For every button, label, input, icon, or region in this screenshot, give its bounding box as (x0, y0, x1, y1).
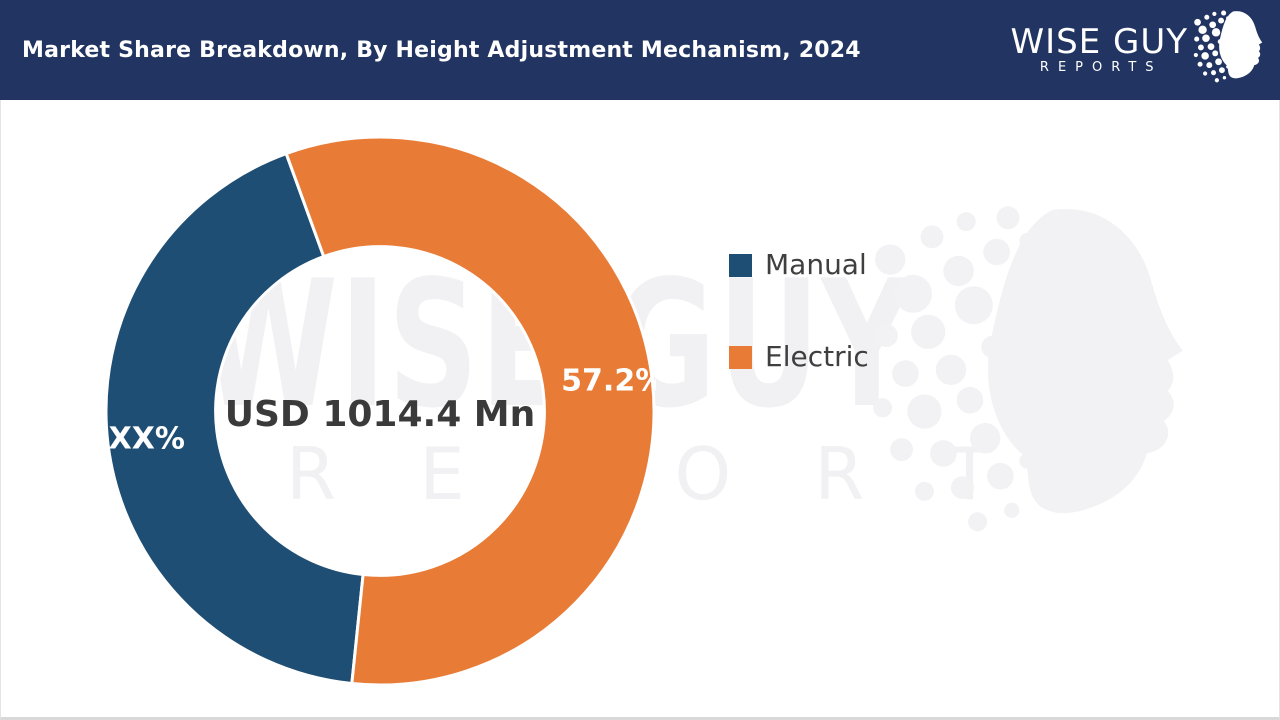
header-bar: Market Share Breakdown, By Height Adjust… (0, 0, 1280, 100)
slice-value-manual: XX% (109, 421, 185, 456)
donut-slice-electric (284, 135, 656, 687)
logo-subtitle: REPORTS (1039, 60, 1163, 76)
wise-guy-logo: WISE GUY REPORTS (1010, 6, 1274, 94)
logo-wordmark: WISE GUY (1010, 21, 1188, 62)
watermark-face-icon (856, 195, 1236, 575)
wise-guy-face-icon (1190, 8, 1274, 92)
donut-slices (104, 135, 656, 687)
legend-label-manual: Manual (765, 248, 867, 281)
chart-legend: Manual Electric (729, 251, 869, 435)
chart-canvas: WISE GUY R E P O R T S XX% 57.2% USD 1014… (0, 100, 1280, 720)
legend-item-electric: Electric (729, 343, 869, 371)
legend-item-manual: Manual (729, 251, 869, 279)
donut-chart: XX% 57.2% USD 1014.4 Mn (104, 135, 656, 687)
donut-center-label: USD 1014.4 Mn (225, 394, 535, 435)
legend-swatch-manual (729, 253, 752, 277)
donut-slice-manual (104, 152, 365, 686)
page-title: Market Share Breakdown, By Height Adjust… (22, 37, 861, 63)
slice-value-electric: 57.2% (561, 364, 656, 399)
legend-label-electric: Electric (765, 340, 869, 373)
donut-slice-labels: XX% 57.2% (109, 364, 656, 457)
legend-swatch-electric (729, 345, 752, 369)
